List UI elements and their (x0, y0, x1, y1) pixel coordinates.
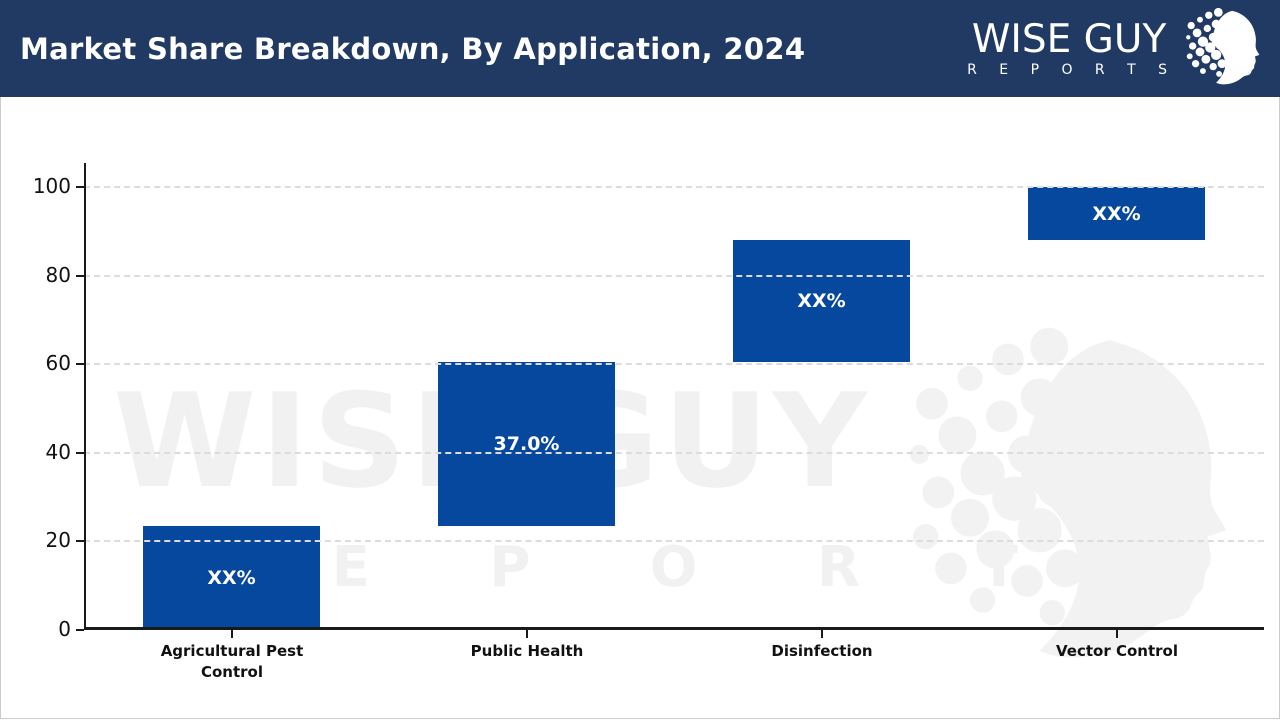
y-axis-line (84, 163, 86, 630)
y-axis-tick-mark (76, 540, 84, 543)
header: Market Share Breakdown, By Application, … (0, 0, 1280, 97)
x-axis-tick-mark (821, 630, 823, 638)
page-title: Market Share Breakdown, By Application, … (20, 31, 806, 66)
bar-value-label: XX% (797, 290, 846, 312)
bar-segment: XX% (143, 526, 320, 630)
wiseguy-head-icon (1186, 7, 1260, 84)
y-axis-tick-mark (76, 363, 84, 366)
wiseguy-logo: WISE GUY R E P O R T S (962, 5, 1266, 93)
y-axis-tick-label: 60 (45, 350, 71, 375)
bar-value-label: 37.0% (493, 433, 560, 455)
x-axis-tick-mark (231, 630, 233, 638)
bar-value-label: XX% (1092, 202, 1141, 225)
x-axis-tick-mark (1116, 630, 1118, 638)
y-axis-tick-mark (76, 186, 84, 188)
bar-segment: 37.0% (438, 362, 615, 526)
gridline (84, 274, 1264, 277)
y-axis-tick-mark (76, 274, 84, 277)
x-axis-category-label: Disinfection (771, 642, 873, 660)
y-axis-tick-label: 0 (58, 616, 71, 641)
x-axis-category-label: Agricultural Pest Control (160, 642, 304, 681)
gridline (84, 451, 1264, 454)
x-axis-line (84, 627, 1264, 630)
waterfall-bar-chart: 0 20 40 60 80 100 XX% Agricultural Pest Control… (1, 97, 1279, 718)
y-axis-tick-mark (76, 629, 84, 631)
chart-canvas: WISE GUY R E P O R T S 0 20 40 60 80 100 XX% Ag… (0, 97, 1280, 719)
y-axis-tick-label: 80 (45, 262, 71, 287)
logo-text: WISE GUY R E P O R T S (962, 20, 1176, 78)
logo-wordmark: WISE GUY (971, 16, 1167, 62)
x-axis-tick-mark (526, 630, 528, 638)
watermark-head-icon (909, 327, 1227, 658)
x-axis-category-label: Vector Control (1056, 642, 1178, 660)
y-axis-tick-label: 100 (32, 173, 71, 198)
gridline (84, 186, 1264, 188)
y-axis-tick-label: 20 (45, 528, 71, 553)
logo-subtitle: R E P O R T S (967, 61, 1176, 78)
gridline (84, 540, 1264, 543)
bar-segment: XX% (733, 240, 910, 362)
x-axis-category-label: Public Health (470, 642, 584, 660)
gridline (84, 363, 1264, 366)
y-axis-tick-label: 40 (45, 439, 71, 464)
bar-segment: XX% (1028, 187, 1205, 240)
bar-value-label: XX% (207, 567, 256, 589)
y-axis-tick-mark (76, 451, 84, 454)
